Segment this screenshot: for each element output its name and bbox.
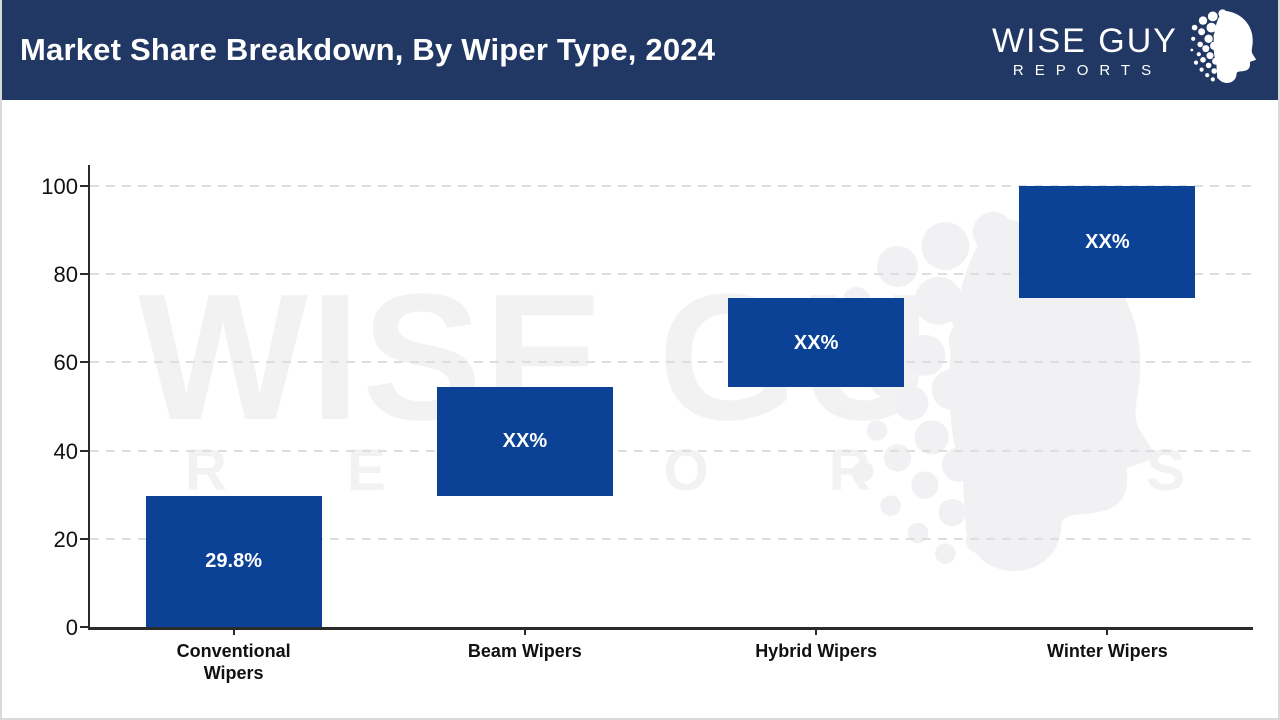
bar-value-label: 29.8% xyxy=(205,550,262,573)
watermark-head-icon xyxy=(836,211,1158,571)
logo-head-icon xyxy=(1190,9,1257,83)
x-axis-category-label: Winter Wipers xyxy=(1047,641,1168,661)
y-axis-tickmark xyxy=(80,449,88,452)
bar-conventional-wipers xyxy=(145,495,322,627)
bar-value-label: XX% xyxy=(1085,231,1130,253)
y-axis-tickmark xyxy=(80,185,88,187)
x-axis-category-label: Hybrid Wipers xyxy=(755,641,878,661)
x-axis-tickmark xyxy=(1106,627,1109,635)
gridline xyxy=(90,449,1253,452)
x-axis-line xyxy=(88,627,1253,630)
x-axis-category-label: Conventional Wipers xyxy=(176,641,291,683)
bar-winter-wipers xyxy=(1019,186,1196,298)
y-axis-tickmark xyxy=(80,361,88,364)
y-axis-tickmark xyxy=(80,273,88,276)
bar-value-label: XX% xyxy=(502,430,548,453)
wise-guy-logo: WISE GUY REPORTS xyxy=(992,6,1266,94)
x-axis-category-label: Beam Wipers xyxy=(467,641,582,661)
y-axis-tick-label: 20 xyxy=(53,526,78,552)
x-axis-tickmark xyxy=(523,627,526,635)
bar-value-label: XX% xyxy=(793,331,839,354)
header-band: Market Share Breakdown, By Wiper Type, 2… xyxy=(0,0,1280,100)
gridline xyxy=(90,537,1253,540)
y-axis-tick-label: 0 xyxy=(65,615,78,640)
y-axis-tickmark xyxy=(80,626,88,628)
gridline xyxy=(90,273,1253,276)
gridline xyxy=(90,361,1253,364)
y-axis-tick-label: 40 xyxy=(53,438,78,464)
x-axis-tickmark xyxy=(815,627,818,635)
logo-text: WISE GUY REPORTS xyxy=(992,22,1178,79)
bar-hybrid-wipers xyxy=(728,298,905,388)
page-title: Market Share Breakdown, By Wiper Type, 2… xyxy=(20,32,716,67)
logo-wordmark: WISE GUY xyxy=(991,21,1178,60)
x-axis-tickmark xyxy=(232,627,235,635)
logo-subtitle: REPORTS xyxy=(1012,61,1163,79)
bar-beam-wipers xyxy=(436,387,613,496)
gridline xyxy=(90,185,1253,187)
y-axis-tick-label: 80 xyxy=(53,262,78,288)
y-axis-tick-label: 60 xyxy=(53,350,78,376)
y-axis-line xyxy=(88,165,90,627)
y-axis-tickmark xyxy=(80,537,88,540)
y-axis-tick-label: 100 xyxy=(41,174,78,199)
